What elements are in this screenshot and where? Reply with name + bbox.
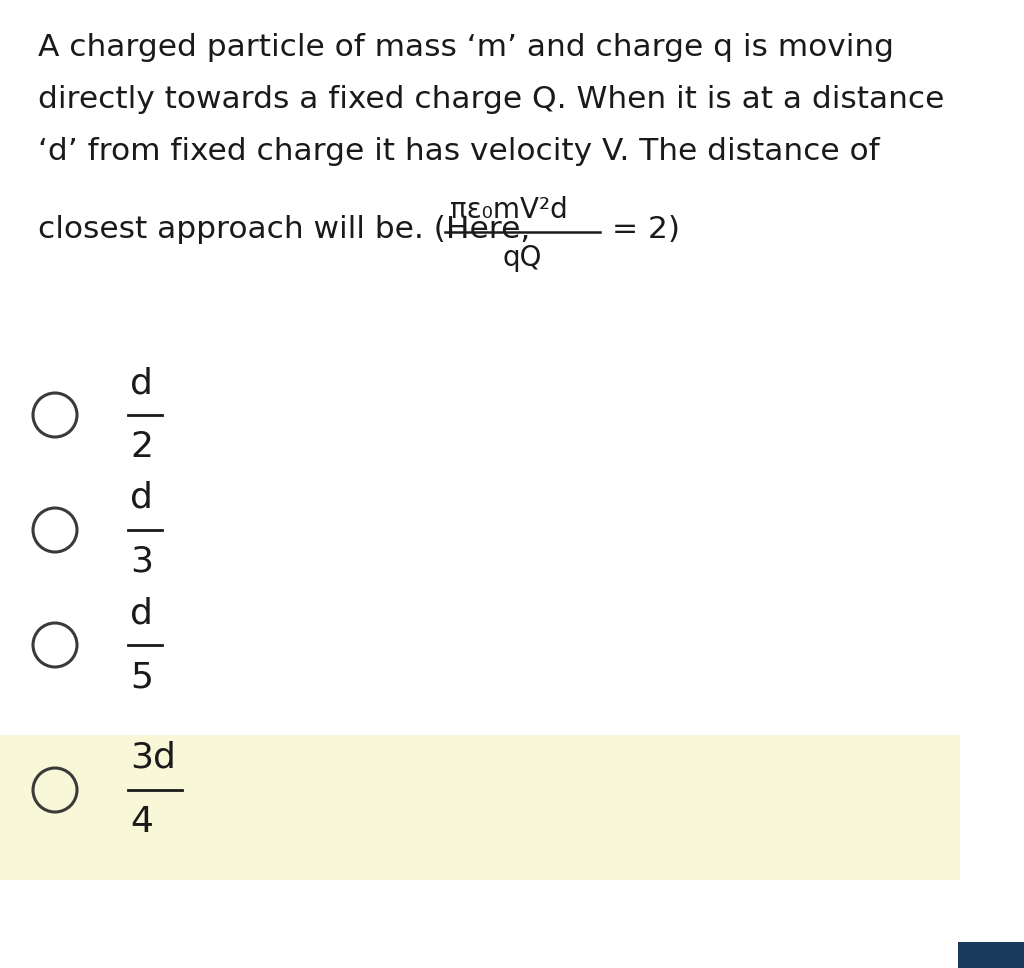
Text: 3: 3	[130, 545, 153, 579]
Text: 4: 4	[130, 805, 153, 839]
Text: 2: 2	[130, 430, 153, 464]
Text: 5: 5	[130, 660, 153, 694]
Bar	[0, 735, 961, 880]
Bar	[958, 942, 1024, 968]
Text: ‘d’ from fixed charge it has velocity V. The distance of: ‘d’ from fixed charge it has velocity V.…	[38, 137, 880, 166]
Text: directly towards a fixed charge Q. When it is at a distance: directly towards a fixed charge Q. When …	[38, 85, 944, 114]
Text: A charged particle of mass ‘m’ and charge q is moving: A charged particle of mass ‘m’ and charg…	[38, 34, 894, 63]
Text: = 2): = 2)	[612, 216, 680, 245]
Text: qQ: qQ	[503, 244, 542, 272]
Text: closest approach will be. (Here,: closest approach will be. (Here,	[38, 216, 530, 245]
Text: d: d	[130, 366, 153, 400]
Text: d: d	[130, 481, 153, 515]
Text: 3d: 3d	[130, 741, 176, 775]
Text: d: d	[130, 596, 153, 630]
Text: πε₀mV²d: πε₀mV²d	[450, 196, 567, 224]
